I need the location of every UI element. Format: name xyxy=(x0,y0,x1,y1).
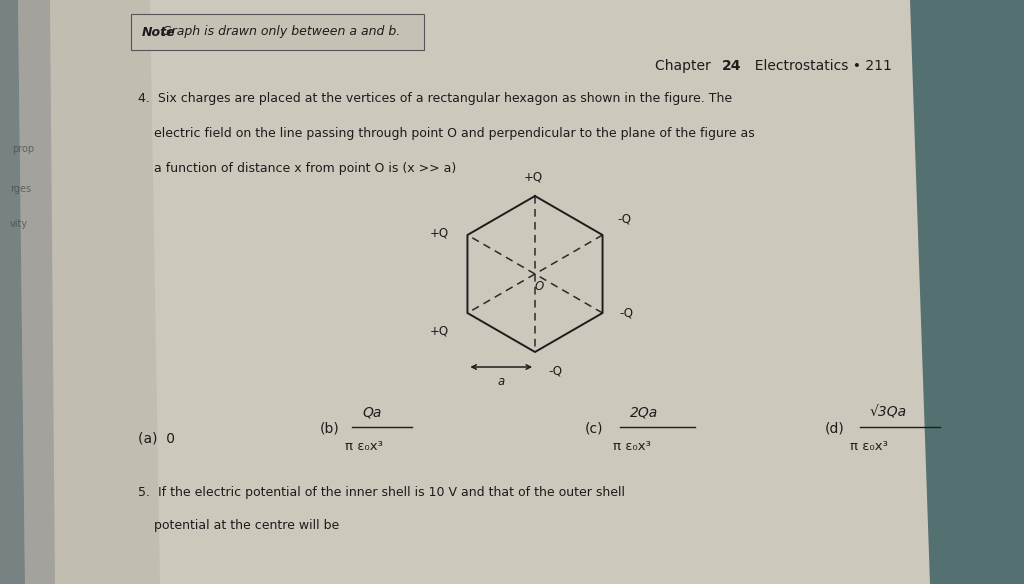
Text: potential at the centre will be: potential at the centre will be xyxy=(138,519,339,532)
Text: √3Qa: √3Qa xyxy=(870,405,907,419)
Text: (b): (b) xyxy=(319,422,340,436)
Text: -Q: -Q xyxy=(548,364,562,377)
Text: a function of distance x from point O is (x >> a): a function of distance x from point O is… xyxy=(138,162,457,175)
Text: Graph is drawn only between a and b.: Graph is drawn only between a and b. xyxy=(142,26,400,39)
Text: electric field on the line passing through point O and perpendicular to the plan: electric field on the line passing throu… xyxy=(138,127,755,140)
Text: 2Qa: 2Qa xyxy=(630,405,658,419)
Polygon shape xyxy=(18,0,930,584)
Text: (c): (c) xyxy=(585,422,603,436)
Text: vity: vity xyxy=(10,219,28,229)
Text: (a)  0: (a) 0 xyxy=(138,432,175,446)
Text: +Q: +Q xyxy=(430,227,449,239)
Text: O: O xyxy=(535,280,544,293)
Text: -Q: -Q xyxy=(620,307,634,319)
Text: +Q: +Q xyxy=(430,325,449,338)
Text: Electrostatics • 211: Electrostatics • 211 xyxy=(746,59,892,73)
Text: (d): (d) xyxy=(825,422,845,436)
Text: π ε₀x³: π ε₀x³ xyxy=(850,440,888,453)
Polygon shape xyxy=(18,0,160,584)
Text: 5.  If the electric potential of the inner shell is 10 V and that of the outer s: 5. If the electric potential of the inne… xyxy=(138,486,625,499)
Text: 4.  Six charges are placed at the vertices of a rectangular hexagon as shown in : 4. Six charges are placed at the vertice… xyxy=(138,92,732,105)
Text: Note: Note xyxy=(142,26,176,39)
Text: prop: prop xyxy=(12,144,34,154)
Text: +Q: +Q xyxy=(523,171,543,183)
Polygon shape xyxy=(0,0,55,584)
FancyBboxPatch shape xyxy=(131,14,424,50)
Text: 24: 24 xyxy=(722,59,741,73)
Text: a: a xyxy=(498,376,505,388)
Text: π ε₀x³: π ε₀x³ xyxy=(345,440,383,453)
Text: Qa: Qa xyxy=(362,405,381,419)
Text: π ε₀x³: π ε₀x³ xyxy=(613,440,651,453)
Text: -Q: -Q xyxy=(617,213,632,225)
Text: rges: rges xyxy=(10,184,31,194)
Text: Chapter: Chapter xyxy=(655,59,715,73)
